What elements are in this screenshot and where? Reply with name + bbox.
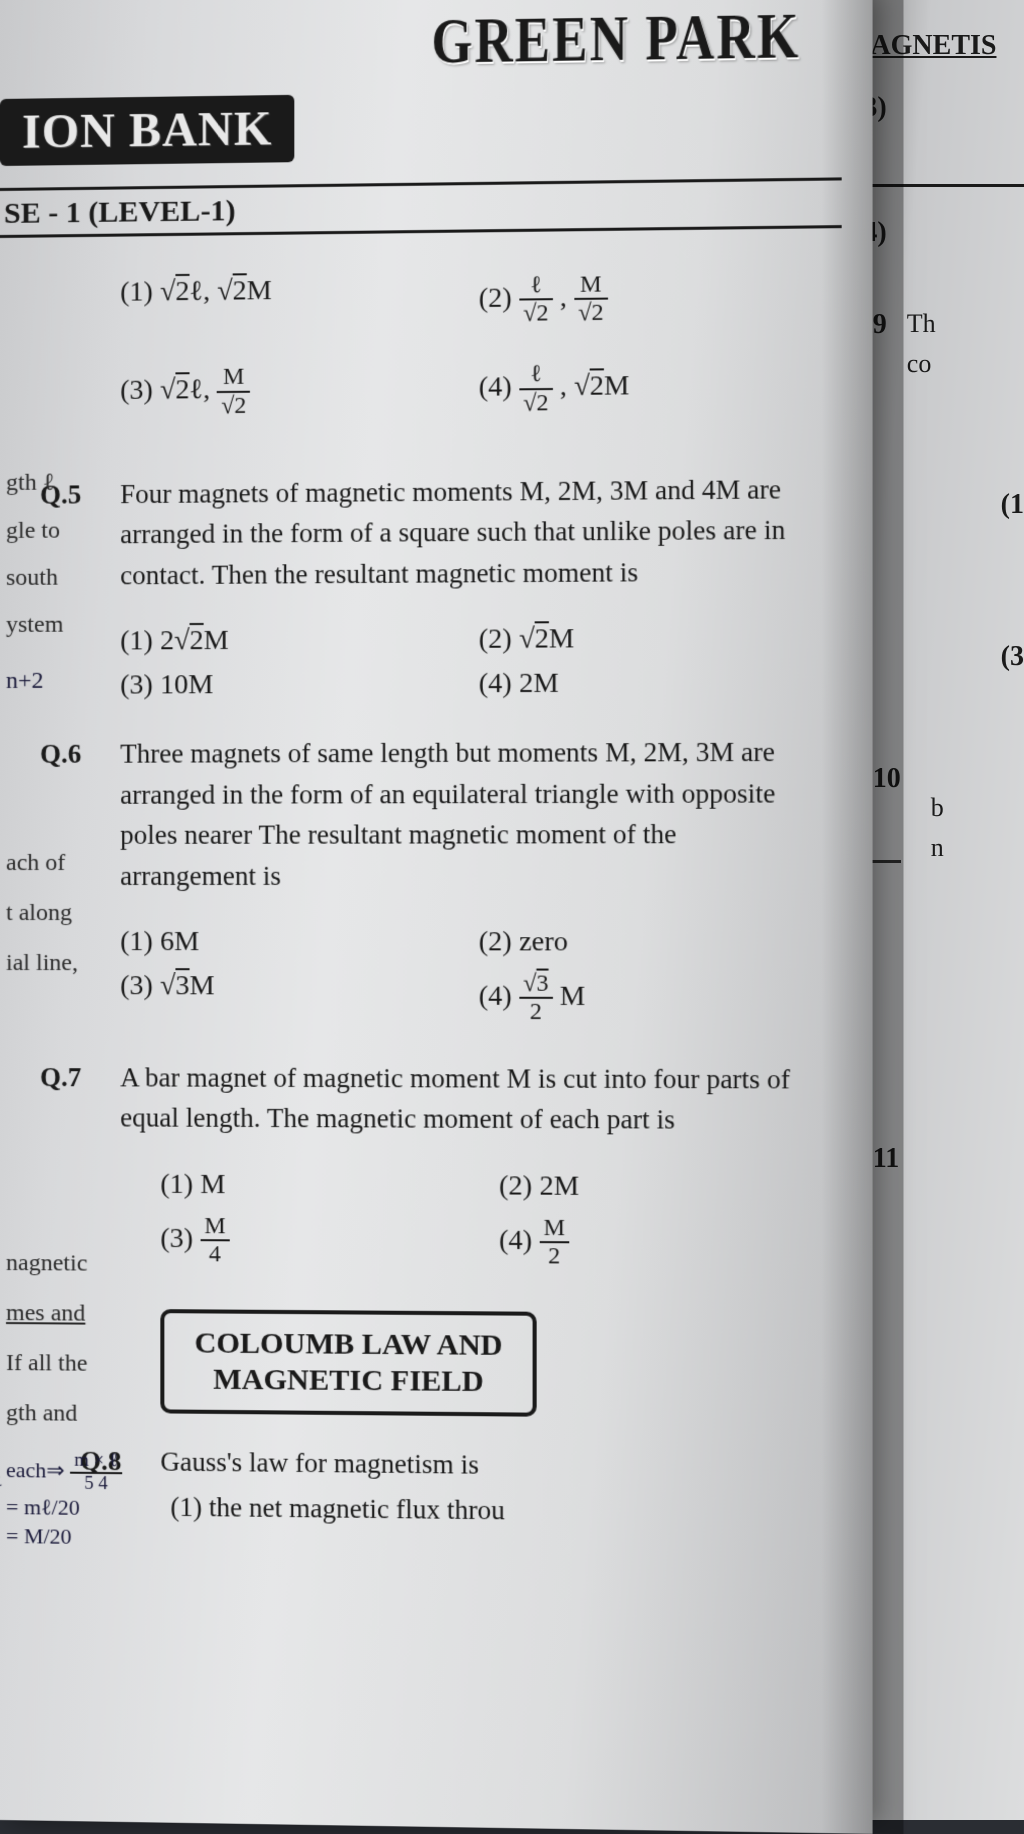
box-line2: MAGNETIC FIELD (195, 1361, 503, 1400)
box-line1: COLOUMB LAW AND (195, 1325, 503, 1364)
q8-text: Gauss's law for magnetism is (160, 1441, 841, 1488)
q5-text: Four magnets of magnetic moments M, 2M, … (120, 468, 842, 595)
q7-options: (1) M (2) 2M (3) M4 (4) M2 (160, 1168, 841, 1283)
q5-opt4: (4) 2M (479, 667, 842, 701)
main-page: GREEN PARK ION BANK SE - 1 (LEVEL-1) gth… (0, 0, 873, 1834)
hw-line3: = M/20 (6, 1523, 72, 1549)
margin-achof: ach of (6, 850, 65, 877)
q7-opt2: (2) 2M (499, 1170, 842, 1204)
hw-working: each⇒ m × ℓ5 4 = mℓ/20 = M/20 (6, 1450, 122, 1552)
q7-text: A bar magnet of magnetic moment M is cut… (120, 1057, 842, 1141)
section-box: COLOUMB LAW AND MAGNETIC FIELD (160, 1309, 537, 1417)
q8-opt1: (1) the net magnetic flux throu (170, 1492, 841, 1530)
opt-paren: (3 (854, 641, 1024, 673)
margin-leto: gle to (6, 518, 60, 545)
opt-3: (3) (854, 92, 1024, 124)
hw-art: art (0, 1469, 3, 1495)
q5-opt3: (3) 10M (120, 668, 478, 702)
q7-num: Q.7 (40, 1057, 120, 1138)
level-label: SE - 1 (LEVEL-1) (0, 180, 842, 238)
margin-ialline: ial line, (6, 950, 78, 977)
margin-ifall: If all the (6, 1350, 87, 1378)
q6: Q.6 Three magnets of same length but mom… (40, 732, 842, 897)
margin-mesand: mes and (6, 1300, 85, 1328)
opt-4: (4) (854, 217, 1024, 249)
q-pre-opt4: (4) ℓ√2 , √2M (479, 358, 842, 416)
margin-south: south (6, 565, 58, 592)
q-pre-options: (1) √2ℓ, √2M (2) ℓ√2 , M√2 (3) √2ℓ, M√2 … (120, 269, 842, 454)
q-pre-opt2: (2) ℓ√2 , M√2 (479, 269, 842, 328)
text-b: b (931, 793, 944, 823)
bank-badge: ION BANK (0, 95, 295, 166)
hw-line2: = mℓ/20 (6, 1494, 80, 1520)
brand-header: GREEN PARK (0, 2, 801, 85)
margin-talong: t along (6, 900, 72, 927)
q5-opt2: (2) √2M (479, 622, 842, 656)
q6-opt4: (4) √32 M (479, 971, 842, 1027)
margin-stem: ystem (6, 612, 63, 639)
q7: Q.7 A bar magnet of magnetic moment M is… (40, 1057, 842, 1141)
q-pre-opt1: (1) √2ℓ, √2M (120, 273, 478, 331)
q7-opt1: (1) M (160, 1168, 499, 1202)
q5: Q.5 Four magnets of magnetic moments M, … (40, 468, 842, 596)
q6-text: Three magnets of same length but moments… (120, 732, 842, 897)
margin-gthand: gth and (6, 1400, 77, 1428)
text-th: Th (907, 309, 936, 339)
q6-options: (1) 6M (2) zero (3) √3M (4) √32 M (120, 926, 842, 1038)
q7-opt4: (4) M2 (499, 1214, 842, 1271)
q6-opt1: (1) 6M (120, 926, 478, 958)
text-n: n (931, 833, 944, 863)
q6-opt3: (3) √3M (120, 970, 478, 1025)
text-co: co (907, 349, 936, 379)
q5-options: (1) 2√2M (2) √2M (3) 10M (4) 2M (120, 622, 842, 714)
q8: Q.8 Gauss's law for magnetism is (80, 1441, 842, 1489)
q5-opt1: (1) 2√2M (120, 624, 478, 658)
q7-opt3: (3) M4 (160, 1212, 499, 1269)
q6-opt2: (2) zero (479, 926, 842, 959)
opt-1: (1 (854, 489, 1024, 521)
hw-nplus2: n+2 (6, 668, 44, 695)
q-pre-opt3: (3) √2ℓ, M√2 (120, 362, 478, 420)
margin-agnetic: nagnetic (6, 1250, 87, 1278)
margin-gth: gth ℓ (6, 470, 54, 497)
